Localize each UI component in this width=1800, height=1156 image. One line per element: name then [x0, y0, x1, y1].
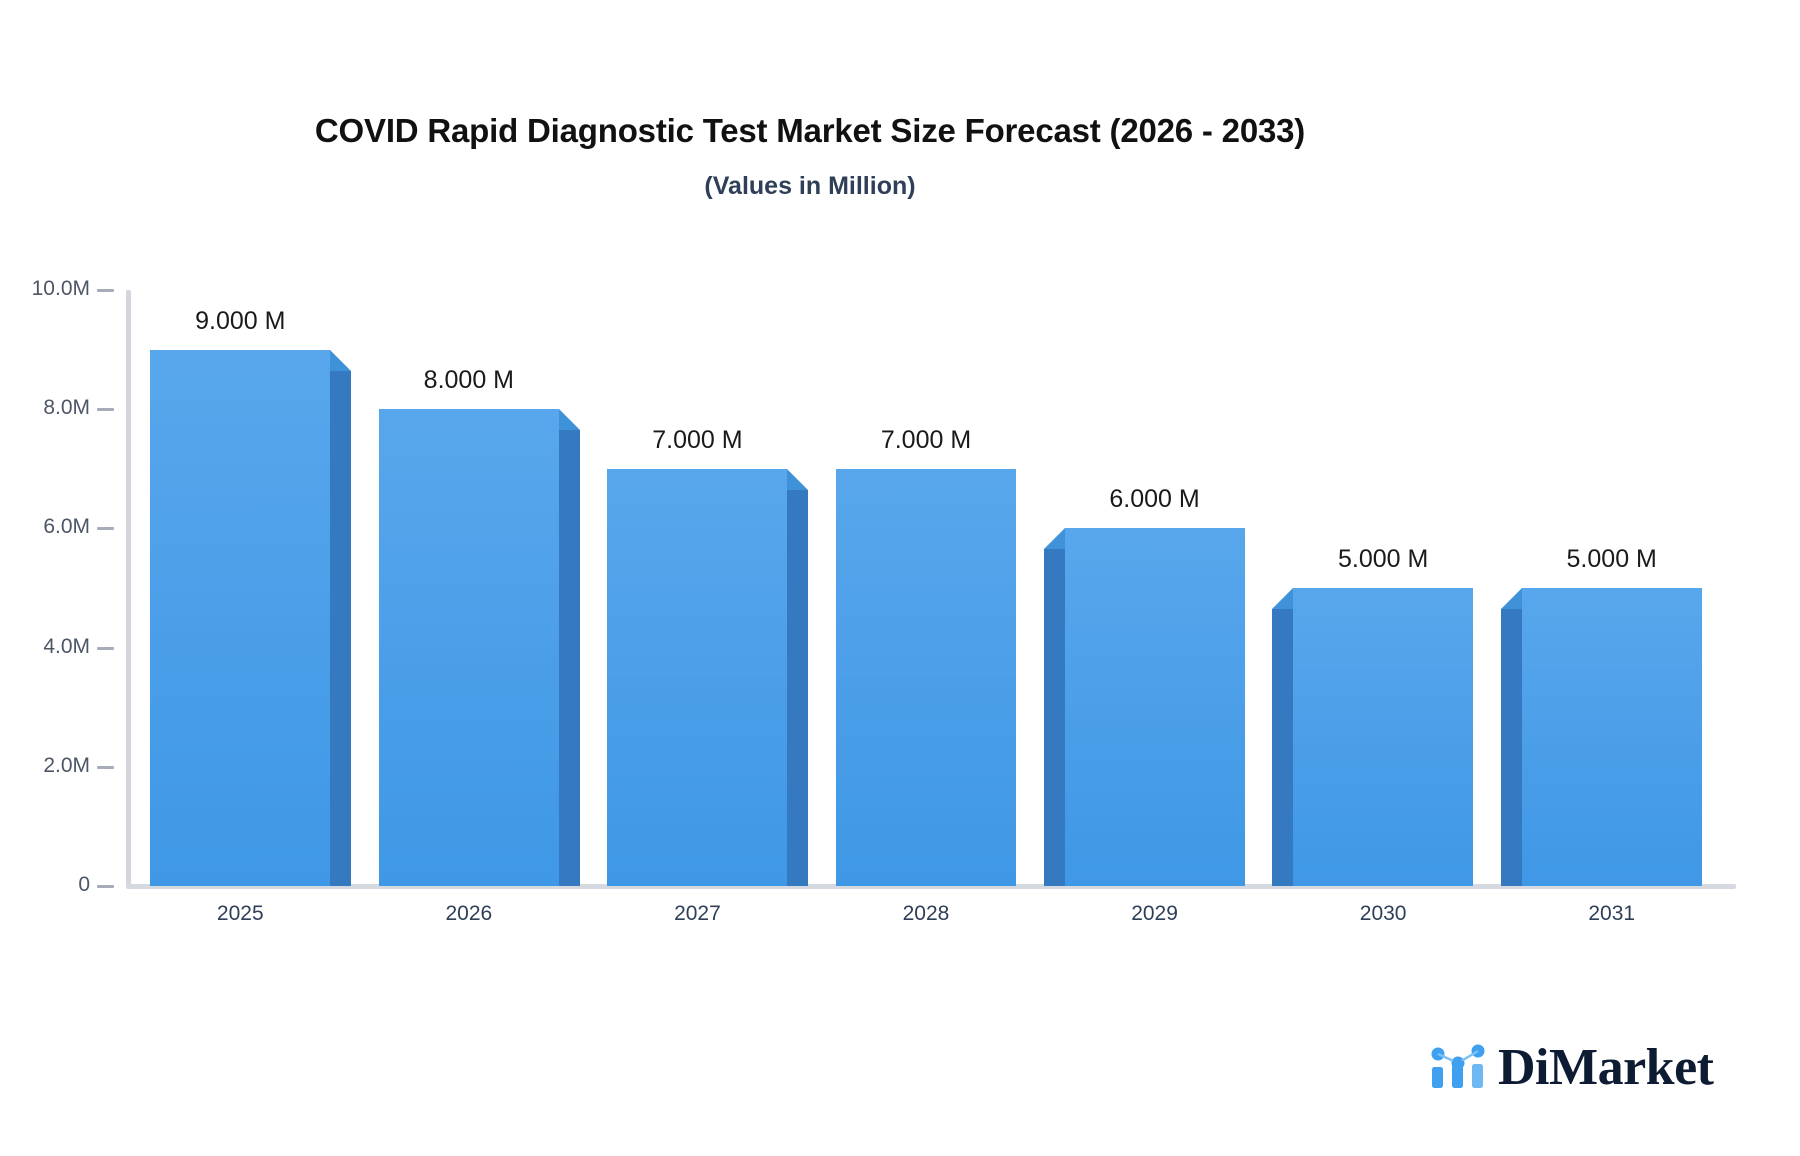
bar-side-face	[330, 370, 352, 886]
x-axis-category-label: 2030	[1359, 902, 1407, 925]
plot-area: 9.000 M 8.000 M 7.000 M 7.000 M 6.000 M 5.000…	[126, 290, 1726, 886]
y-axis-line	[126, 290, 131, 887]
bar-value-label: 9.000 M	[195, 306, 286, 335]
bar-value-label: 5.000 M	[1566, 545, 1657, 573]
bar-side-face	[558, 430, 580, 886]
bar[interactable]: 7.000 M	[836, 426, 1016, 886]
brand-logo: DiMarket	[1430, 1038, 1714, 1096]
bar-front-face	[1521, 588, 1702, 886]
x-axis-category-label: 2025	[216, 902, 264, 925]
x-axis-category-label: 2029	[1131, 902, 1178, 925]
bar[interactable]: 7.000 M	[607, 426, 809, 886]
bar-top-face	[787, 468, 809, 490]
y-axis-tick-mark	[97, 885, 114, 888]
logo-text: DiMarket	[1498, 1038, 1714, 1096]
bar-side-face	[1043, 549, 1065, 886]
bar-front-face	[1293, 588, 1474, 886]
bar-value-label: 5.000 M	[1337, 545, 1429, 573]
bar-value-label: 6.000 M	[1109, 485, 1200, 514]
x-axis-category-label: 2028	[902, 902, 950, 925]
y-axis-tick-label: 0	[78, 873, 90, 896]
bar[interactable]: 5.000 M	[1272, 545, 1474, 886]
bar[interactable]: 5.000 M	[1500, 545, 1702, 886]
y-axis-tick-mark	[97, 765, 114, 769]
bar[interactable]: 9.000 M	[150, 307, 352, 886]
chart-subtitle: (Values in Million)	[704, 172, 916, 200]
bar-front-face	[607, 468, 788, 886]
x-axis-category-label: 2027	[674, 902, 721, 925]
x-axis-line	[126, 884, 1736, 889]
y-axis-tick-mark	[97, 646, 114, 650]
bar-front-face	[150, 349, 331, 886]
y-axis-tick-mark	[97, 408, 114, 412]
bar-top-face	[1272, 588, 1294, 609]
y-axis-tick-label: 8.0M	[43, 396, 90, 420]
bar-chart-icon	[1430, 1040, 1486, 1095]
bar-front-face	[836, 468, 1016, 886]
y-axis-tick-label: 4.0M	[43, 634, 90, 658]
bar-top-face	[330, 349, 352, 371]
y-axis-tick-label: 2.0M	[43, 753, 90, 777]
bar[interactable]: 8.000 M	[378, 366, 580, 886]
bar-top-face	[1500, 588, 1522, 609]
bar-side-face	[1272, 609, 1294, 886]
bar-top-face	[558, 409, 580, 431]
y-axis-tick-label: 6.0M	[43, 515, 90, 539]
chart-title: COVID Rapid Diagnostic Test Market Size …	[314, 112, 1306, 149]
y-axis-tick-label: 10.0M	[31, 277, 90, 300]
bar-front-face	[378, 409, 559, 886]
x-axis-category-label: 2031	[1588, 902, 1636, 925]
bar-side-face	[787, 489, 809, 886]
bar-value-label: 7.000 M	[652, 425, 743, 454]
y-axis-tick-mark	[97, 289, 114, 292]
bar[interactable]: 6.000 M	[1043, 485, 1245, 886]
bar-top-face	[1043, 528, 1065, 550]
y-axis-tick-mark	[97, 527, 114, 531]
bar-front-face	[1064, 528, 1245, 886]
bar-value-label: 7.000 M	[880, 425, 972, 454]
x-axis-category-label: 2026	[445, 902, 493, 925]
bar-value-label: 8.000 M	[423, 366, 515, 395]
bar-side-face	[1500, 609, 1522, 886]
